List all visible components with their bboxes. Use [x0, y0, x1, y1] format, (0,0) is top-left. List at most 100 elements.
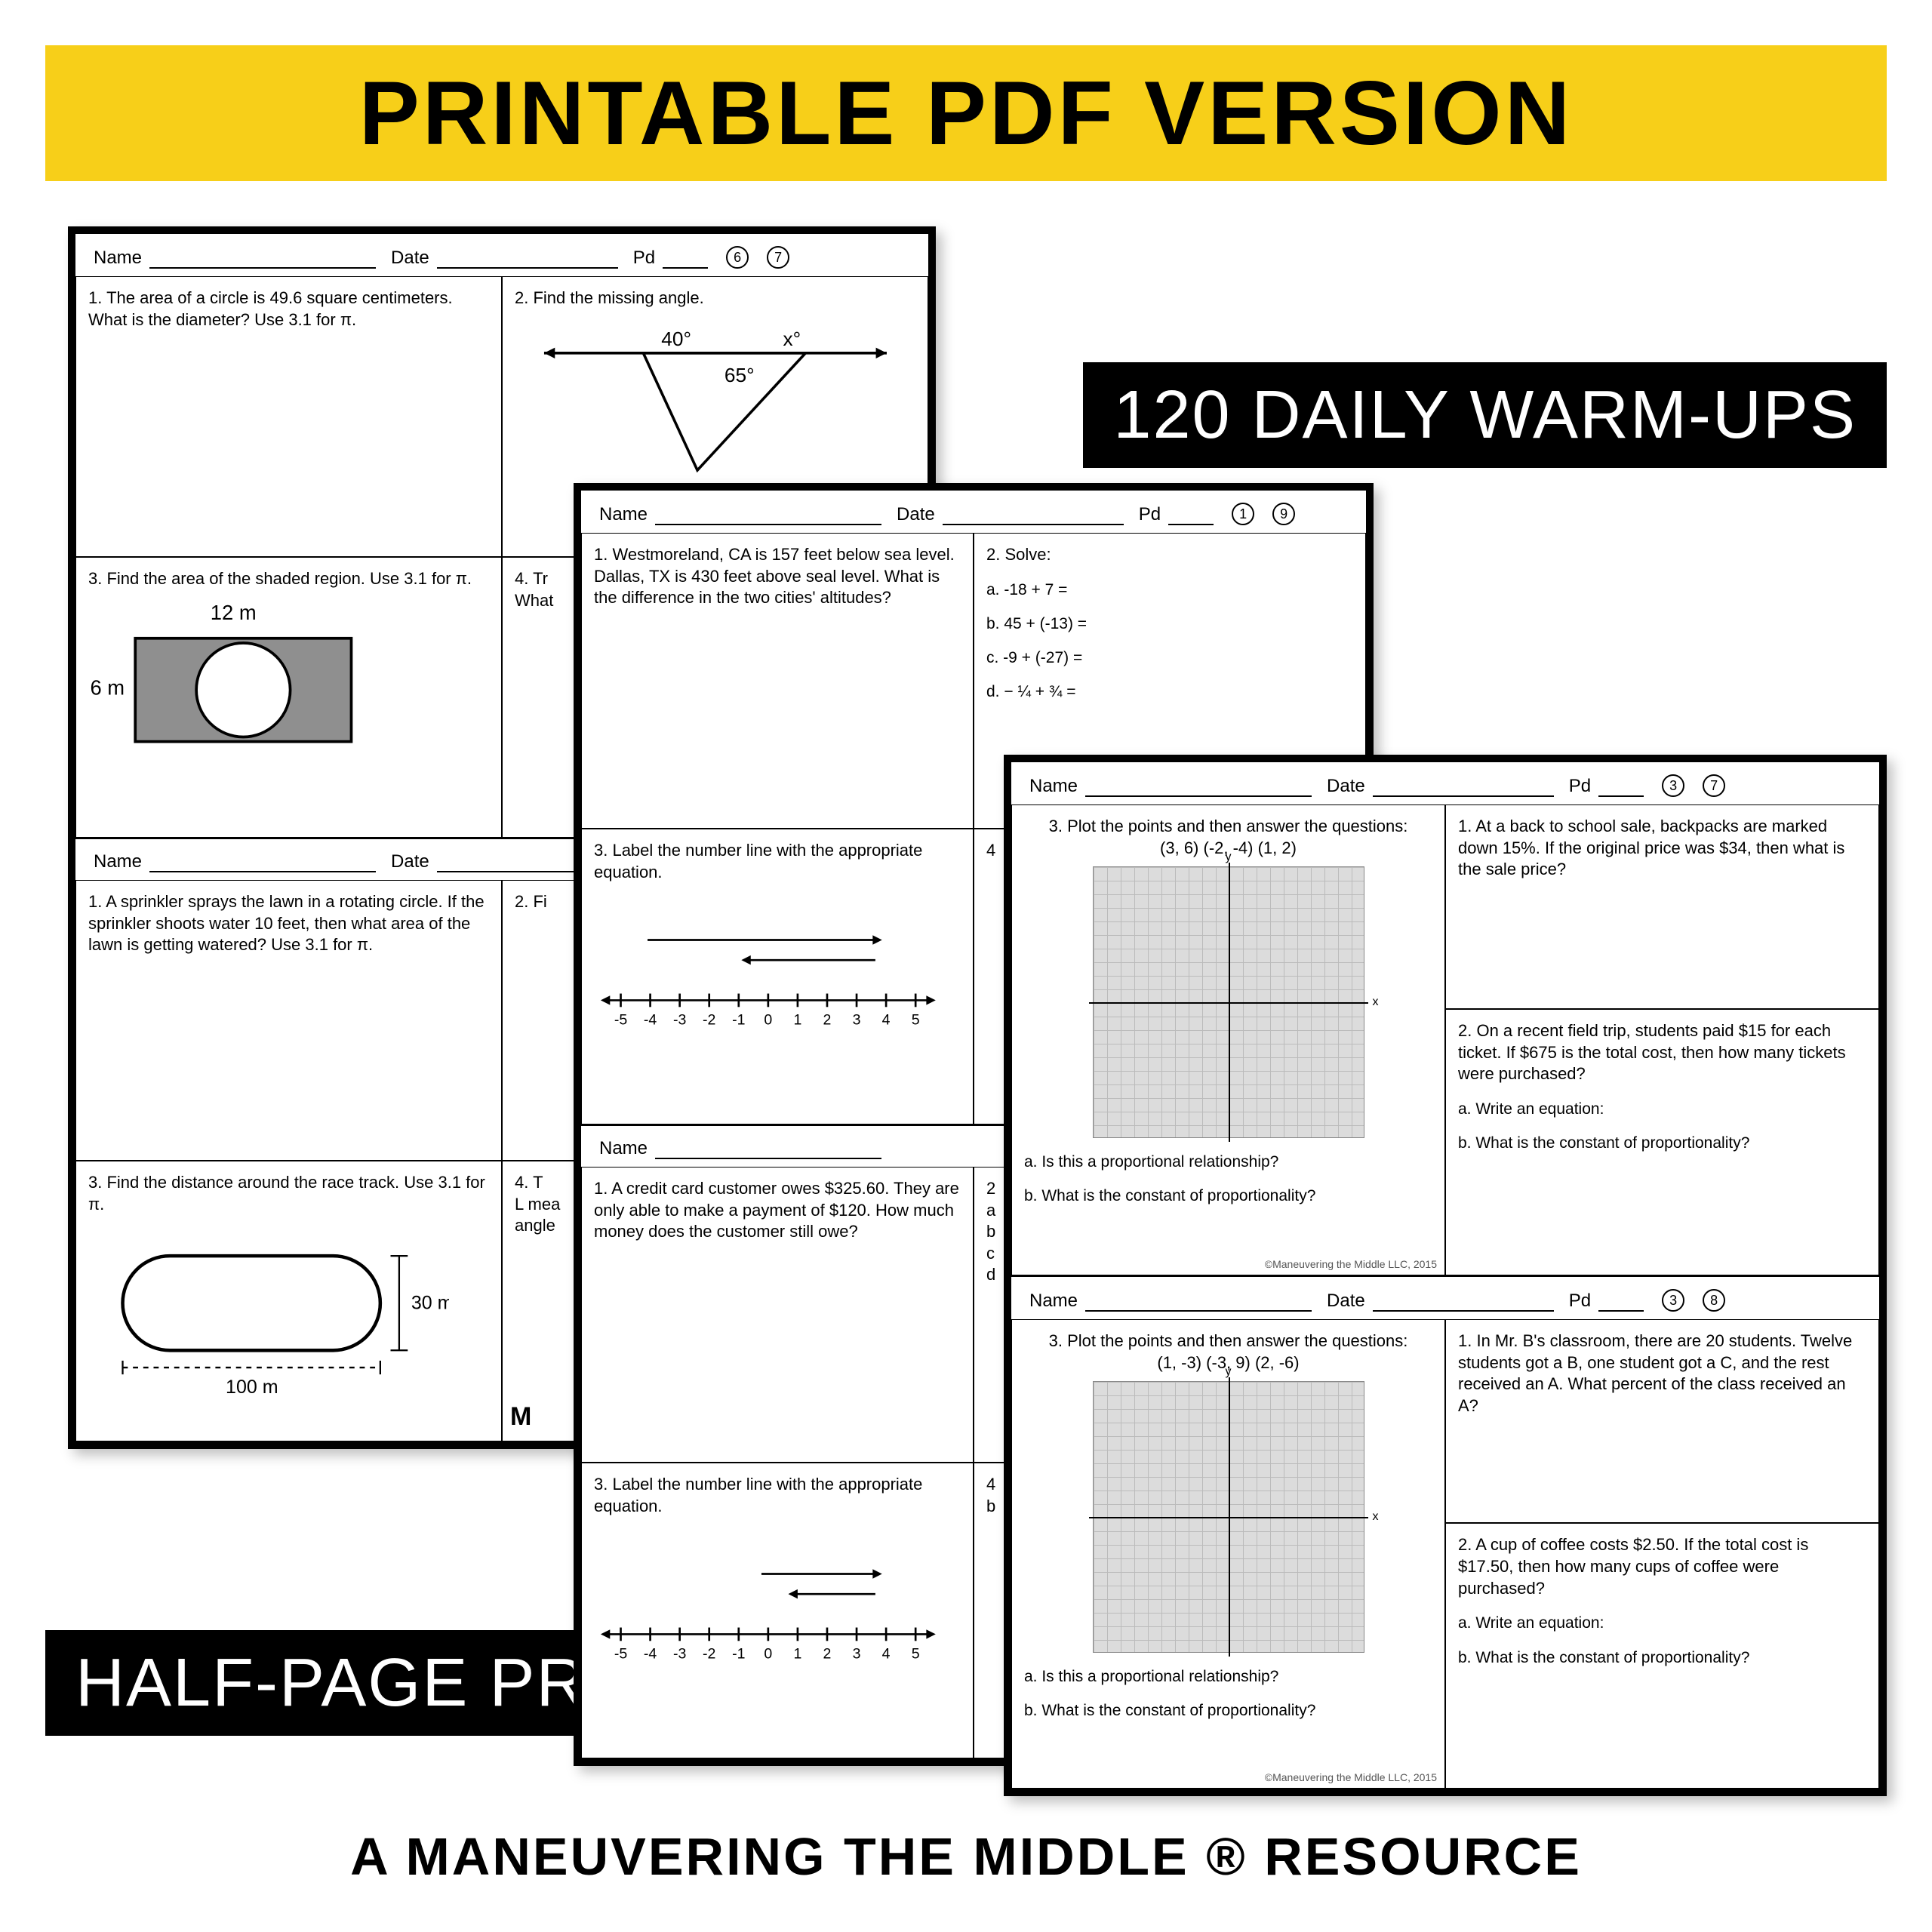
q2-cell: 2. On a recent field trip, students paid… [1445, 1009, 1879, 1275]
footer-text: A MANEUVERING THE MIDDLE ® RESOURCE [350, 1826, 1582, 1887]
q-text: 1. In Mr. B's classroom, there are 20 st… [1458, 1331, 1866, 1417]
q3-cell: 3. Find the area of the shaded region. U… [75, 557, 502, 838]
hdr-date: Date [1327, 1291, 1365, 1312]
hdr-date: Date [897, 504, 935, 525]
angle-label: x° [783, 328, 801, 350]
svg-text:5: 5 [912, 1646, 920, 1663]
date-line [437, 249, 618, 269]
date-line [943, 506, 1124, 525]
hdr-name: Name [599, 504, 648, 525]
svg-text:-4: -4 [644, 1012, 657, 1029]
hdr-date: Date [391, 248, 429, 269]
right-label: 120 DAILY WARM-UPS [1083, 362, 1887, 468]
name-line [655, 1140, 881, 1159]
q-text: 1. The area of a circle is 49.6 square c… [88, 288, 489, 331]
q-text: 3. Find the distance around the race tra… [88, 1172, 489, 1215]
page-num: 3 [1662, 774, 1684, 797]
q1-cell: 1. The area of a circle is 49.6 square c… [75, 276, 502, 557]
top-banner: PRINTABLE PDF VERSION [45, 45, 1887, 181]
q-text: 2. Solve: [986, 544, 1353, 566]
svg-text:5: 5 [912, 1012, 920, 1029]
q1-cell: 1. At a back to school sale, backpacks a… [1445, 804, 1879, 1009]
q3-cell: 3. Plot the points and then answer the q… [1011, 804, 1445, 1275]
page-num: 8 [1703, 1289, 1725, 1312]
q-sub: b. What is the constant of proportionali… [1024, 1186, 1432, 1206]
hdr-pd: Pd [633, 248, 655, 269]
angle-label: 40° [661, 328, 691, 350]
copyright: ©Maneuvering the Middle LLC, 2015 [1265, 1258, 1437, 1270]
svg-text:1: 1 [793, 1012, 801, 1029]
q-sub: a. Is this a proportional relationship? [1024, 1666, 1432, 1687]
q-text: 1. At a back to school sale, backpacks a… [1458, 816, 1866, 881]
q1-cell: 1. Westmoreland, CA is 157 feet below se… [581, 533, 974, 829]
svg-text:-3: -3 [673, 1646, 686, 1663]
hdr-name: Name [94, 248, 142, 269]
page-num: 6 [726, 246, 749, 269]
q-item: d. − ¼ + ¾ = [986, 681, 1353, 702]
q-item: b. 45 + (-13) = [986, 614, 1353, 634]
q1-cell: 1. A sprinkler sprays the lawn in a rota… [75, 880, 502, 1161]
page-num: 9 [1272, 503, 1295, 525]
hdr-pd: Pd [1569, 1291, 1591, 1312]
q-text: 3. Plot the points and then answer the q… [1024, 816, 1432, 838]
q1-cell: 1. A credit card customer owes $325.60. … [581, 1167, 974, 1463]
q-item: a. -18 + 7 = [986, 580, 1353, 600]
q3-cell: 3. Label the number line with the approp… [581, 1463, 974, 1758]
name-line [655, 506, 881, 525]
hdr-name: Name [1029, 1291, 1078, 1312]
q-text: 3. Find the area of the shaded region. U… [88, 568, 489, 590]
hdr-date: Date [391, 851, 429, 872]
shaded-rect-circle-diagram: 12 m 6 m [88, 601, 389, 761]
dim-label: 12 m [211, 601, 257, 624]
svg-text:-3: -3 [673, 1012, 686, 1029]
q2-cell: 2. A cup of coffee costs $2.50. If the t… [1445, 1523, 1879, 1789]
axis-x-label: x [1373, 995, 1379, 1009]
q-sub: b. What is the constant of proportionali… [1024, 1700, 1432, 1721]
q-text: 1. Westmoreland, CA is 157 feet below se… [594, 544, 961, 609]
svg-text:-5: -5 [614, 1012, 627, 1029]
q1-cell: 1. In Mr. B's classroom, there are 20 st… [1445, 1319, 1879, 1523]
ws-header: Name Date Pd 6 7 [75, 234, 928, 276]
angle-label: 65° [724, 364, 754, 386]
name-line [1085, 777, 1312, 797]
axis-y-label: y [1226, 851, 1232, 864]
svg-text:-4: -4 [644, 1646, 657, 1663]
worksheet-page-c: Name Date Pd 3 7 1. At a back to school … [1004, 755, 1887, 1796]
page-num: 1 [1232, 503, 1254, 525]
q-text: 2. A cup of coffee costs $2.50. If the t… [1458, 1534, 1866, 1599]
coordinate-grid: y x [1093, 1381, 1364, 1653]
hdr-date: Date [1327, 776, 1365, 797]
q3-cell: 3. Plot the points and then answer the q… [1011, 1319, 1445, 1789]
q-text: 1. A sprinkler sprays the lawn in a rota… [88, 891, 489, 956]
date-line [1373, 777, 1554, 797]
svg-text:3: 3 [853, 1012, 861, 1029]
top-banner-text: PRINTABLE PDF VERSION [359, 61, 1574, 165]
number-line-diagram: -5-4-3-2-1012345 [594, 913, 943, 1034]
q-sub: b. What is the constant of proportionali… [1458, 1133, 1866, 1153]
q-text: 2. On a recent field trip, students paid… [1458, 1020, 1866, 1085]
svg-text:4: 4 [882, 1646, 891, 1663]
footer: A MANEUVERING THE MIDDLE ® RESOURCE [0, 1811, 1932, 1902]
name-line [149, 249, 376, 269]
q-item: c. -9 + (-27) = [986, 648, 1353, 668]
svg-text:-5: -5 [614, 1646, 627, 1663]
q-text: 3. Label the number line with the approp… [594, 1474, 961, 1517]
q-text: 1. A credit card customer owes $325.60. … [594, 1178, 961, 1243]
dim-label: 100 m [226, 1377, 278, 1398]
hdr-name: Name [599, 1138, 648, 1159]
q-sub: a. Write an equation: [1458, 1099, 1866, 1119]
ws-header: Name Date Pd 3 8 [1011, 1277, 1879, 1319]
name-line [1085, 1292, 1312, 1312]
triangle-diagram: 40° x° 65° [535, 317, 896, 479]
hdr-name: Name [1029, 776, 1078, 797]
page-num: 7 [767, 246, 789, 269]
svg-text:0: 0 [764, 1012, 772, 1029]
svg-text:-1: -1 [732, 1012, 745, 1029]
pd-line [663, 249, 708, 269]
pd-line [1168, 506, 1214, 525]
svg-text:1: 1 [793, 1646, 801, 1663]
q-text: 3. Plot the points and then answer the q… [1024, 1331, 1432, 1352]
svg-text:4: 4 [882, 1012, 891, 1029]
hdr-pd: Pd [1569, 776, 1591, 797]
q-text: 2. Find the missing angle. [515, 288, 915, 309]
